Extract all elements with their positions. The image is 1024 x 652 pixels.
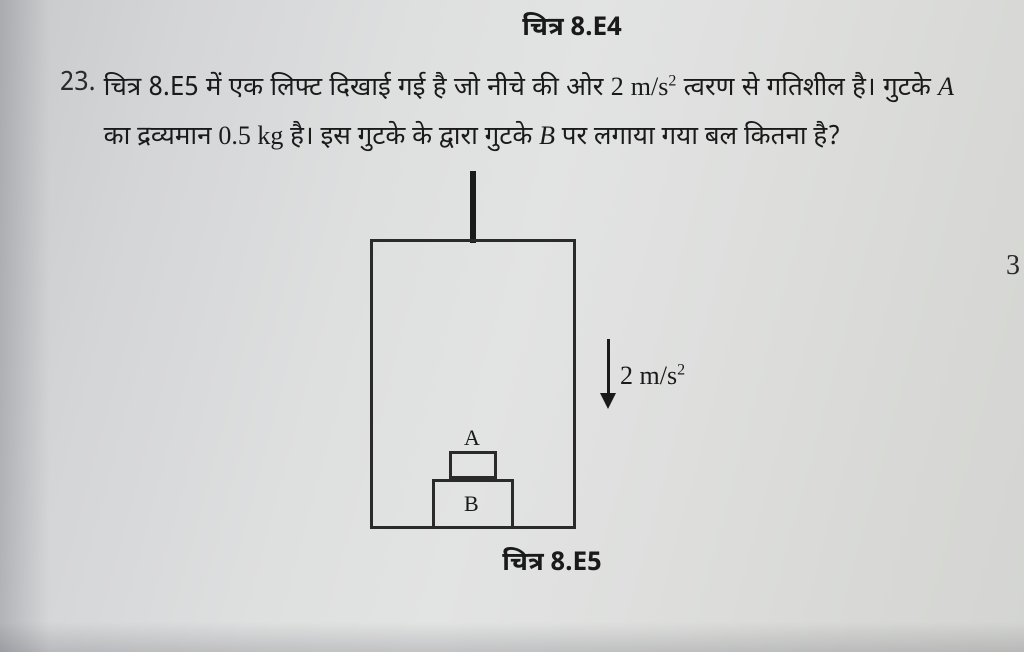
arrow-line xyxy=(607,339,610,395)
var-a: A xyxy=(938,72,954,101)
elevator-diagram: 2 m/s2 A B xyxy=(352,171,692,551)
accel-val: 2 m/s xyxy=(611,72,669,101)
acceleration-label: 2 m/s2 xyxy=(620,361,685,391)
block-b-label: B xyxy=(464,491,479,517)
block-a xyxy=(449,451,497,479)
figure-label-bottom: चित्र 8.E5 xyxy=(120,547,984,581)
var-b: B xyxy=(539,121,555,150)
mass-val: 0.5 kg xyxy=(218,121,283,150)
q-text-part1: चित्र 8.E5 में एक लिफ्ट दिखाई गई है जो न… xyxy=(104,72,611,106)
q-text-part4: है। इस गुटके के द्वारा गुटके xyxy=(283,121,539,155)
q-text-part5: पर लगाया गया बल कितना है? xyxy=(555,121,841,155)
q-text-part3: का द्रव्यमान xyxy=(104,121,219,155)
page-content: चित्र 8.E4 23. चित्र 8.E5 में एक लिफ्ट द… xyxy=(0,0,1024,652)
acceleration-arrow xyxy=(600,339,616,409)
figure-label-top: चित्र 8.E4 xyxy=(160,12,984,46)
question-number: 23. xyxy=(60,64,96,106)
accel-formula: 2 m/s2 xyxy=(611,72,677,101)
q-text-part2: त्वरण से गतिशील है। गुटके xyxy=(676,72,938,106)
edge-page-number: 3 xyxy=(1006,250,1020,282)
accel-label-val: 2 m/s xyxy=(620,361,677,390)
arrow-head-icon xyxy=(600,393,616,409)
question-text: चित्र 8.E5 में एक लिफ्ट दिखाई गई है जो न… xyxy=(104,64,984,161)
diagram-container: 2 m/s2 A B xyxy=(60,171,984,551)
question-block: 23. चित्र 8.E5 में एक लिफ्ट दिखाई गई है … xyxy=(60,64,984,161)
elevator-cable xyxy=(470,171,476,243)
accel-label-exp: 2 xyxy=(677,361,685,378)
block-a-label: A xyxy=(464,425,480,451)
